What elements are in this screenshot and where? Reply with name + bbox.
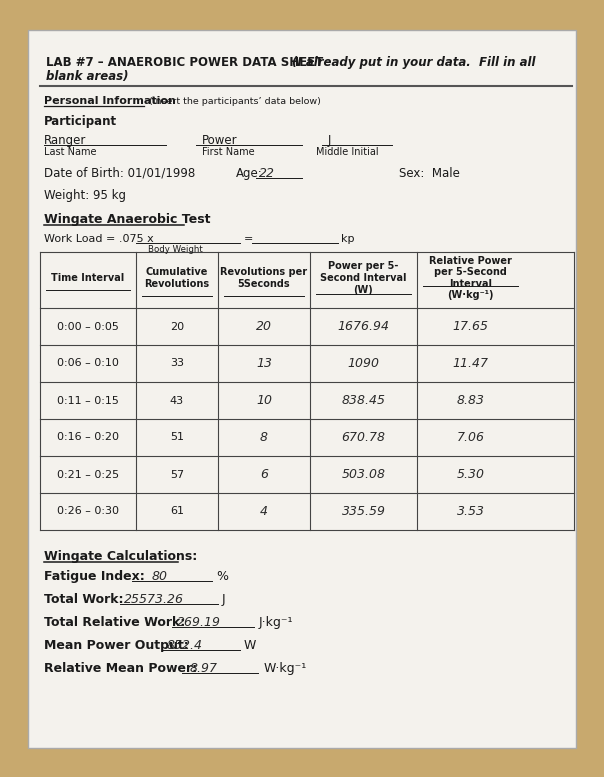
Text: Total Relative Work:: Total Relative Work: <box>44 616 185 629</box>
Text: 11.47: 11.47 <box>452 357 489 370</box>
Text: =: = <box>244 234 253 244</box>
Text: 335.59: 335.59 <box>341 505 385 518</box>
Text: Time Interval: Time Interval <box>51 273 124 283</box>
Text: 8.97: 8.97 <box>190 662 218 675</box>
Text: Work Load = .075 x: Work Load = .075 x <box>44 234 154 244</box>
Text: Middle Initial: Middle Initial <box>316 147 379 157</box>
Text: 20: 20 <box>170 322 184 332</box>
Text: Cumulative
Revolutions: Cumulative Revolutions <box>144 267 210 289</box>
Text: Relative Mean Power:: Relative Mean Power: <box>44 662 197 675</box>
Text: Age:: Age: <box>236 167 263 180</box>
Text: 6: 6 <box>260 468 268 481</box>
Text: 838.45: 838.45 <box>341 394 385 407</box>
Text: 17.65: 17.65 <box>452 320 489 333</box>
Text: 33: 33 <box>170 358 184 368</box>
Text: Power: Power <box>202 134 237 147</box>
Text: Personal Information: Personal Information <box>44 96 176 106</box>
Text: Wingate Anaerobic Test: Wingate Anaerobic Test <box>44 213 211 226</box>
Text: 0:16 – 0:20: 0:16 – 0:20 <box>57 433 119 442</box>
Text: Total Work:: Total Work: <box>44 593 123 606</box>
Text: 0:00 – 0:05: 0:00 – 0:05 <box>57 322 119 332</box>
Text: 80: 80 <box>152 570 168 583</box>
Text: 4: 4 <box>260 505 268 518</box>
Text: 25573.26: 25573.26 <box>124 593 184 606</box>
Text: 1676.94: 1676.94 <box>338 320 390 333</box>
Text: 13: 13 <box>256 357 272 370</box>
Text: 852.4: 852.4 <box>167 639 203 652</box>
Text: Body Weight: Body Weight <box>148 245 203 254</box>
Text: W·kg⁻¹: W·kg⁻¹ <box>264 662 307 675</box>
Text: 51: 51 <box>170 433 184 442</box>
Text: Date of Birth: 01/01/1998: Date of Birth: 01/01/1998 <box>44 167 195 180</box>
Text: Participant: Participant <box>44 115 117 128</box>
Text: Mean Power Output:: Mean Power Output: <box>44 639 188 652</box>
Text: 57: 57 <box>170 469 184 479</box>
FancyBboxPatch shape <box>28 30 576 748</box>
Text: Wingate Calculations:: Wingate Calculations: <box>44 550 198 563</box>
Text: blank areas): blank areas) <box>46 70 129 83</box>
Text: (I already put in your data.  Fill in all: (I already put in your data. Fill in all <box>292 56 536 69</box>
Text: %: % <box>216 570 228 583</box>
Text: 269.19: 269.19 <box>177 616 221 629</box>
Text: 8.83: 8.83 <box>457 394 484 407</box>
Text: Ranger: Ranger <box>44 134 86 147</box>
Text: 8: 8 <box>260 431 268 444</box>
Text: Revolutions per
5Seconds: Revolutions per 5Seconds <box>220 267 307 289</box>
Text: Weight: 95 kg: Weight: 95 kg <box>44 189 126 202</box>
Text: 0:06 – 0:10: 0:06 – 0:10 <box>57 358 119 368</box>
Text: 5.30: 5.30 <box>457 468 484 481</box>
Text: Relative Power
per 5-Second
Interval
(W·kg⁻¹): Relative Power per 5-Second Interval (W·… <box>429 256 512 301</box>
Text: 7.06: 7.06 <box>457 431 484 444</box>
Text: 1090: 1090 <box>347 357 379 370</box>
Text: 61: 61 <box>170 507 184 517</box>
Text: First Name: First Name <box>202 147 255 157</box>
Text: J·kg⁻¹: J·kg⁻¹ <box>259 616 294 629</box>
Text: 43: 43 <box>170 395 184 406</box>
Text: 3.53: 3.53 <box>457 505 484 518</box>
Text: 670.78: 670.78 <box>341 431 385 444</box>
Text: J: J <box>328 134 332 147</box>
Text: 503.08: 503.08 <box>341 468 385 481</box>
Text: Power per 5-
Second Interval
(W): Power per 5- Second Interval (W) <box>320 261 406 294</box>
Text: W: W <box>244 639 256 652</box>
Text: J: J <box>222 593 226 606</box>
Text: 0:11 – 0:15: 0:11 – 0:15 <box>57 395 119 406</box>
Text: Last Name: Last Name <box>44 147 97 157</box>
Text: Fatigue Index:: Fatigue Index: <box>44 570 145 583</box>
Text: 0:26 – 0:30: 0:26 – 0:30 <box>57 507 119 517</box>
Text: kp: kp <box>341 234 355 244</box>
Text: 10: 10 <box>256 394 272 407</box>
Text: 0:21 – 0:25: 0:21 – 0:25 <box>57 469 119 479</box>
Text: LAB #7 – ANAEROBIC POWER DATA SHEET: LAB #7 – ANAEROBIC POWER DATA SHEET <box>46 56 327 69</box>
Text: Sex:  Male: Sex: Male <box>399 167 460 180</box>
Text: (Insert the participants’ data below): (Insert the participants’ data below) <box>146 97 321 106</box>
Text: 22: 22 <box>259 167 275 180</box>
Text: 20: 20 <box>256 320 272 333</box>
